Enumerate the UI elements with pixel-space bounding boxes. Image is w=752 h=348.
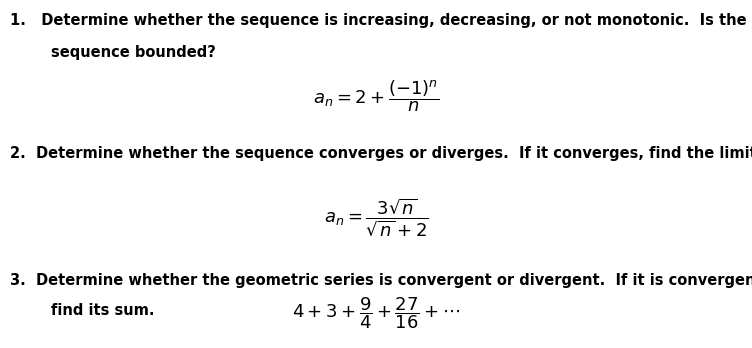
Text: find its sum.: find its sum. (51, 303, 155, 318)
Text: $a_n = 2 + \dfrac{(-1)^n}{n}$: $a_n = 2 + \dfrac{(-1)^n}{n}$ (313, 78, 439, 113)
Text: 2.  Determine whether the sequence converges or diverges.  If it converges, find: 2. Determine whether the sequence conver… (10, 146, 752, 161)
Text: $a_n = \dfrac{3\sqrt{n}}{\sqrt{n}+2}$: $a_n = \dfrac{3\sqrt{n}}{\sqrt{n}+2}$ (323, 197, 429, 238)
Text: sequence bounded?: sequence bounded? (51, 45, 216, 60)
Text: 3.  Determine whether the geometric series is convergent or divergent.  If it is: 3. Determine whether the geometric serie… (10, 273, 752, 288)
Text: 1.   Determine whether the sequence is increasing, decreasing, or not monotonic.: 1. Determine whether the sequence is inc… (10, 13, 747, 28)
Text: $4 + 3 + \dfrac{9}{4} + \dfrac{27}{16} + \cdots$: $4 + 3 + \dfrac{9}{4} + \dfrac{27}{16} +… (292, 296, 460, 331)
